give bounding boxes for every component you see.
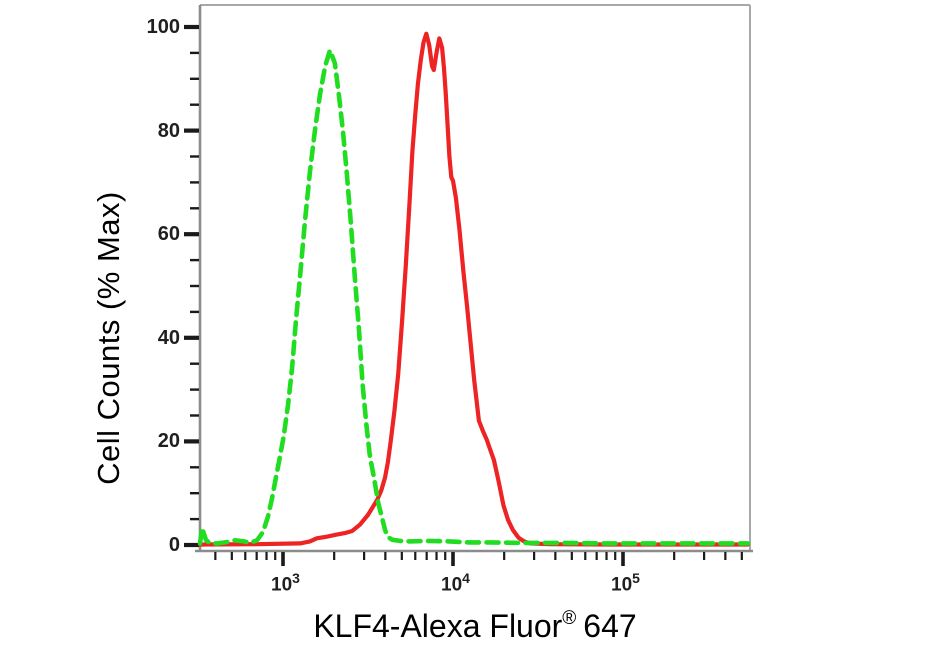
y-tick-label: 20 (157, 430, 180, 453)
y-tick-label: 100 (146, 16, 180, 38)
y-tick-label: 60 (157, 223, 180, 246)
x-axis-title: KLF4-Alexa Fluor® 647 (200, 608, 750, 645)
x-tick-label: 105 (611, 570, 640, 596)
y-axis-title: Cell Counts (% Max) (91, 191, 126, 485)
x-axis-title-text: KLF4-Alexa Fluor (313, 608, 563, 644)
y-tick-label: 40 (157, 326, 180, 349)
y-tick-label: 0 (168, 534, 180, 556)
registered-trademark-symbol: ® (562, 608, 577, 629)
y-tick-label: 80 (157, 119, 180, 142)
x-tick-label: 104 (441, 570, 470, 596)
control-histogram-curve (197, 47, 751, 546)
x-tick-label: 103 (271, 570, 300, 596)
x-axis-title-number: 647 (583, 608, 637, 644)
klf4-histogram-curve (197, 31, 751, 547)
